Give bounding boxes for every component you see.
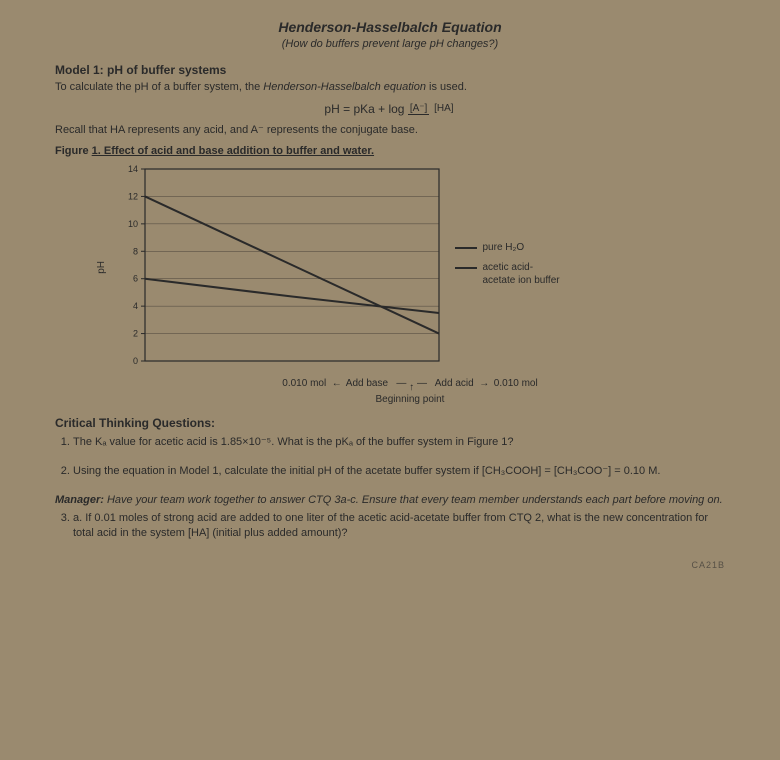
legend-label-buffer: acetic acid-acetate ion buffer [483, 261, 560, 288]
uparrow-icon: ↑ [409, 381, 414, 395]
svg-text:8: 8 [132, 246, 137, 256]
ctq-item-3a: a. If 0.01 moles of strong acid are adde… [73, 511, 725, 541]
xcap-right-lbl: Add acid [435, 378, 474, 389]
svg-text:12: 12 [127, 191, 137, 201]
xcap-mid2: — [417, 378, 427, 389]
beginning-point-label: Beginning point [95, 393, 725, 407]
hh-equation: pH = pKa + log [A⁻] [HA] [55, 101, 725, 117]
manager-lead: Manager: [55, 494, 104, 506]
legend-item-water: pure H₂O [455, 241, 560, 255]
chart-ylabel: pH [95, 261, 109, 274]
manager-text: Have your team work together to answer C… [104, 494, 723, 506]
xcap-mid: — [396, 378, 406, 389]
xcap-left-lbl: Add base [346, 378, 388, 389]
intro-text-a: To calculate the pH of a buffer system, … [55, 81, 263, 93]
page-subtitle: (How do buffers prevent large pH changes… [55, 37, 725, 52]
figure-label: Figure [55, 145, 92, 157]
eq-denominator: [HA] [432, 103, 455, 114]
eq-lhs: pH = pKa + log [324, 102, 407, 116]
xcap-right-val: 0.010 mol [494, 378, 538, 389]
chart-legend: pure H₂O acetic acid-acetate ion buffer [455, 241, 560, 294]
svg-text:0: 0 [132, 356, 137, 366]
arrow-left-icon: ← [332, 378, 341, 389]
figure-title: Figure 1. Effect of acid and base additi… [55, 144, 725, 159]
recall-text: Recall that HA represents any acid, and … [55, 123, 725, 138]
intro-text-b: is used. [426, 81, 467, 93]
ctq-list-3: a. If 0.01 moles of strong acid are adde… [73, 511, 725, 541]
eq-fraction: [A⁻] [HA] [408, 104, 456, 115]
x-axis-caption: 0.010 mol ← Add base — ↑ — Add acid → 0.… [95, 377, 725, 391]
ctq-item-1: The Kₐ value for acetic acid is 1.85×10⁻… [73, 435, 725, 450]
chart-svg: 0 2 4 6 8 10 12 14 [115, 163, 445, 373]
figure-title-underline: 1. Effect of acid and base addition to b… [92, 145, 374, 157]
svg-text:4: 4 [132, 301, 137, 311]
model1-heading: Model 1: pH of buffer systems [55, 62, 725, 78]
model1-intro: To calculate the pH of a buffer system, … [55, 80, 725, 95]
manager-note: Manager: Have your team work together to… [55, 493, 725, 508]
legend-swatch [455, 247, 477, 249]
svg-text:14: 14 [127, 164, 137, 174]
ctq-item-2: Using the equation in Model 1, calculate… [73, 464, 725, 479]
legend-swatch [455, 267, 477, 269]
page-title: Henderson-Hasselbalch Equation [55, 18, 725, 37]
ctq-list: The Kₐ value for acetic acid is 1.85×10⁻… [73, 435, 725, 479]
eq-numerator: [A⁻] [408, 103, 430, 115]
legend-label-water: pure H₂O [483, 241, 525, 255]
footer-code: CA21B [55, 559, 725, 571]
intro-italic: Henderson-Hasselbalch equation [263, 81, 426, 93]
svg-text:6: 6 [132, 273, 137, 283]
figure-1-chart: pH 0 2 4 6 8 10 12 14 pure H₂O acetic acid-acet… [95, 163, 725, 373]
arrow-right-icon: → [479, 378, 488, 389]
svg-text:2: 2 [132, 328, 137, 338]
svg-text:10: 10 [127, 218, 137, 228]
legend-item-buffer: acetic acid-acetate ion buffer [455, 261, 560, 288]
xcap-left-val: 0.010 mol [282, 378, 326, 389]
ctq-heading: Critical Thinking Questions: [55, 415, 725, 431]
